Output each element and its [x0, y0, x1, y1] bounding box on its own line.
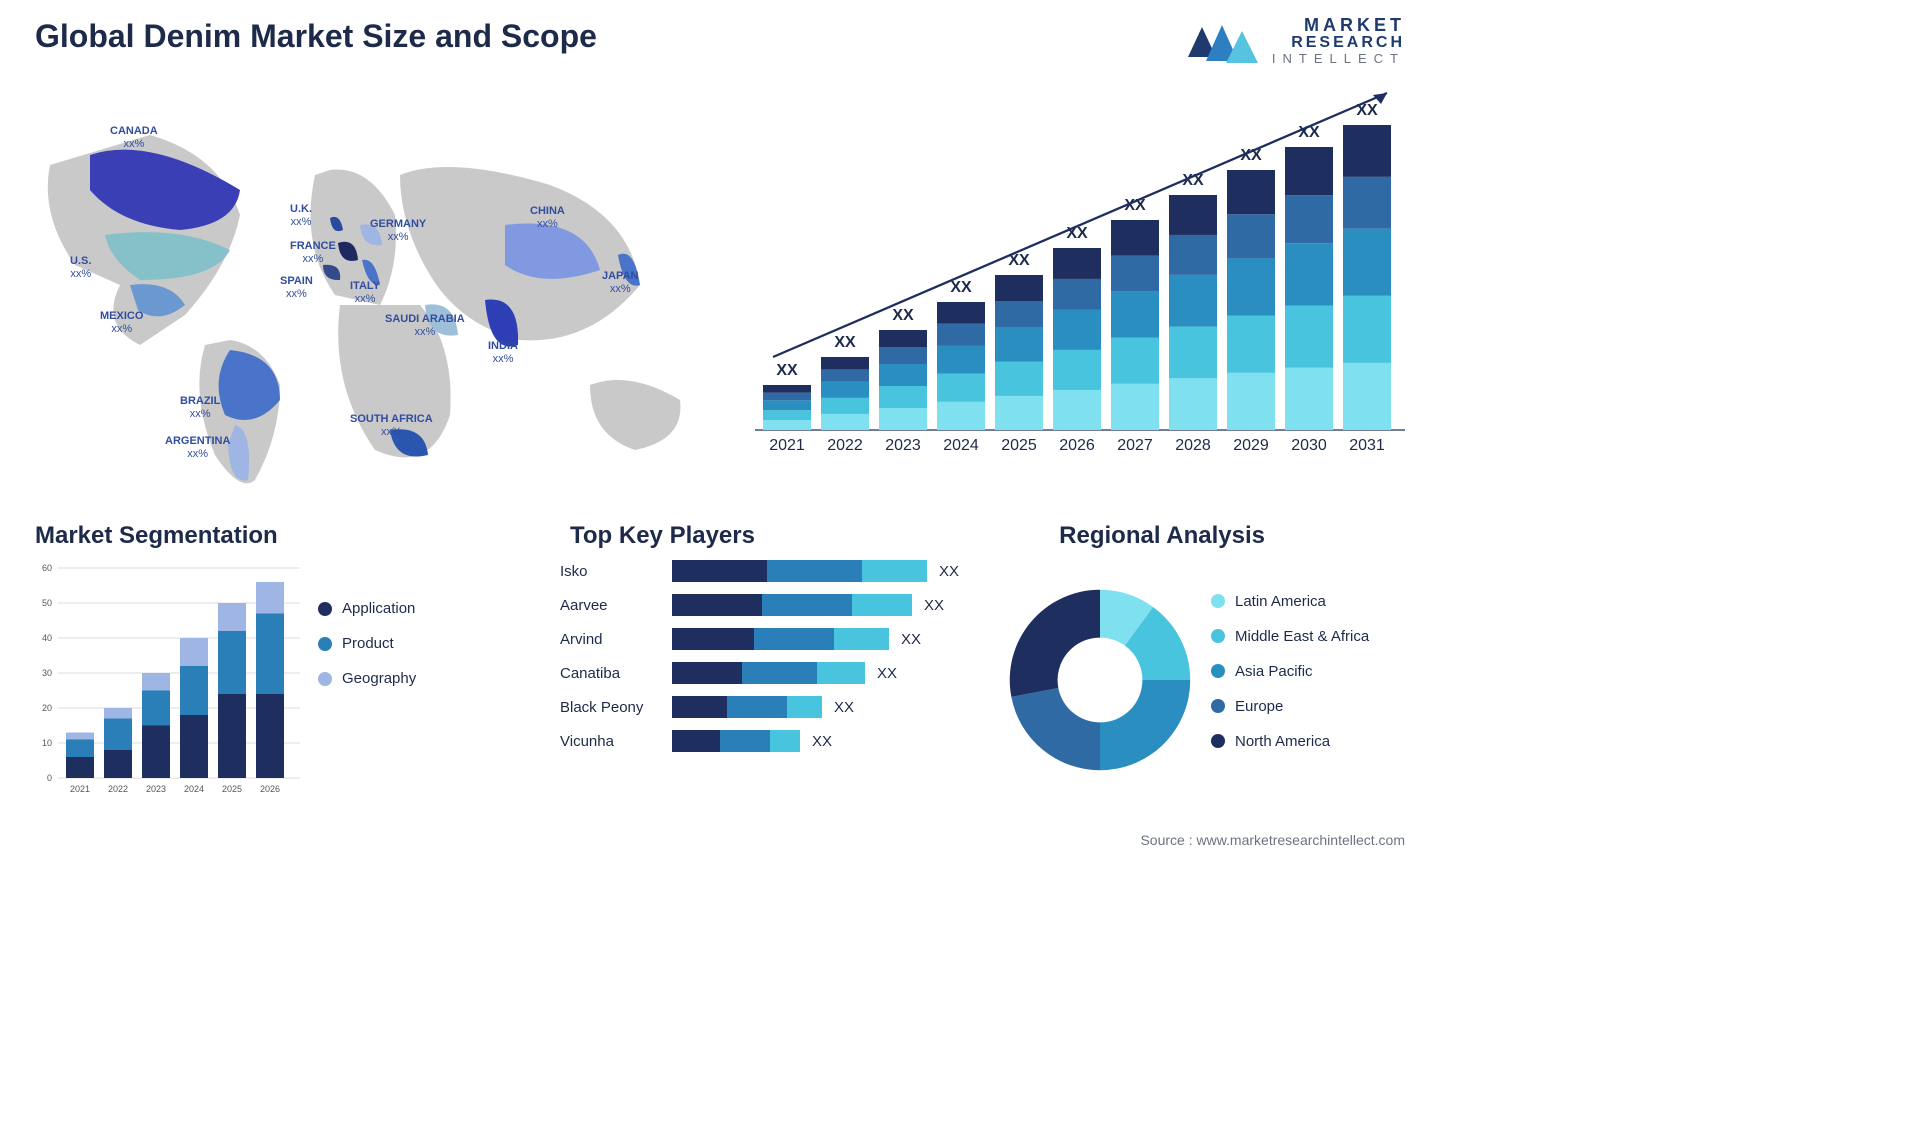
player-row: VicunhaXX — [560, 730, 980, 752]
svg-text:2029: 2029 — [1233, 437, 1269, 454]
svg-text:2031: 2031 — [1349, 437, 1385, 454]
map-label-mexico: MEXICOxx% — [100, 310, 143, 335]
forecast-chart: 2021XX2022XX2023XX2024XX2025XX2026XX2027… — [755, 95, 1405, 465]
player-row: Black PeonyXX — [560, 696, 980, 718]
svg-text:XX: XX — [950, 279, 972, 296]
source-text: Source : www.marketresearchintellect.com — [1140, 832, 1405, 848]
map-label-southafrica: SOUTH AFRICAxx% — [350, 413, 433, 438]
segmentation-chart: 0 10 20 30 40 50 60 2021 2022 2023 2024 2025 2026 Ap… — [30, 560, 470, 820]
svg-text:2023: 2023 — [885, 437, 921, 454]
svg-text:2027: 2027 — [1117, 437, 1153, 454]
map-label-italy: ITALYxx% — [350, 280, 380, 305]
svg-text:20: 20 — [42, 703, 52, 713]
map-label-japan: JAPANxx% — [602, 270, 638, 295]
svg-text:0: 0 — [47, 773, 52, 783]
player-row: IskoXX — [560, 560, 980, 582]
map-label-uk: U.K.xx% — [290, 203, 312, 228]
segmentation-legend: Application Product Geography — [300, 560, 470, 820]
svg-text:2026: 2026 — [260, 784, 280, 794]
players-chart: IskoXX AarveeXX ArvindXX CanatibaXX Black Pe… — [560, 560, 980, 820]
map-label-argentina: ARGENTINAxx% — [165, 435, 230, 460]
regional-legend-item: Europe — [1211, 698, 1405, 715]
svg-text:2021: 2021 — [70, 784, 90, 794]
svg-text:2025: 2025 — [1001, 437, 1037, 454]
svg-text:40: 40 — [42, 633, 52, 643]
player-row: CanatibaXX — [560, 662, 980, 684]
svg-text:2022: 2022 — [108, 784, 128, 794]
svg-text:2030: 2030 — [1291, 437, 1327, 454]
regional-legend-item: Asia Pacific — [1211, 663, 1405, 680]
map-label-brazil: BRAZILxx% — [180, 395, 220, 420]
svg-text:30: 30 — [42, 668, 52, 678]
segmentation-title: Market Segmentation — [35, 522, 278, 550]
svg-text:50: 50 — [42, 598, 52, 608]
players-title: Top Key Players — [570, 522, 755, 550]
map-label-france: FRANCExx% — [290, 240, 336, 265]
map-label-spain: SPAINxx% — [280, 275, 313, 300]
svg-text:2021: 2021 — [769, 437, 805, 454]
regional-legend-item: North America — [1211, 733, 1405, 750]
segmentation-legend-item: Application — [318, 600, 470, 617]
regional-legend-item: Middle East & Africa — [1211, 628, 1405, 645]
map-label-india: INDIAxx% — [488, 340, 518, 365]
logo-line1: MARKET — [1272, 16, 1405, 35]
regional-legend: Latin America Middle East & Africa Asia Pa… — [1195, 593, 1405, 768]
logo-icon — [1188, 17, 1260, 65]
map-label-us: U.S.xx% — [70, 255, 91, 280]
world-map: CANADAxx% U.S.xx% MEXICOxx% BRAZILxx% ARGENT… — [30, 95, 710, 495]
player-row: AarveeXX — [560, 594, 980, 616]
segmentation-legend-item: Product — [318, 635, 470, 652]
map-label-germany: GERMANYxx% — [370, 218, 426, 243]
segmentation-legend-item: Geography — [318, 670, 470, 687]
map-label-canada: CANADAxx% — [110, 125, 158, 150]
map-label-china: CHINAxx% — [530, 205, 565, 230]
svg-text:2022: 2022 — [827, 437, 863, 454]
svg-text:2023: 2023 — [146, 784, 166, 794]
svg-text:XX: XX — [892, 307, 914, 324]
svg-text:2028: 2028 — [1175, 437, 1211, 454]
logo-line3: INTELLECT — [1272, 52, 1405, 66]
svg-text:2025: 2025 — [222, 784, 242, 794]
svg-text:60: 60 — [42, 563, 52, 573]
svg-text:XX: XX — [776, 362, 798, 379]
logo-line2: RESEARCH — [1272, 35, 1405, 52]
svg-text:XX: XX — [1066, 225, 1088, 242]
svg-text:2024: 2024 — [943, 437, 979, 454]
svg-text:10: 10 — [42, 738, 52, 748]
svg-text:2024: 2024 — [184, 784, 204, 794]
regional-legend-item: Latin America — [1211, 593, 1405, 610]
regional-chart: Latin America Middle East & Africa Asia Pa… — [1005, 555, 1405, 805]
brand-logo: MARKET RESEARCH INTELLECT — [1188, 16, 1405, 65]
player-row: ArvindXX — [560, 628, 980, 650]
regional-title: Regional Analysis — [1059, 522, 1265, 550]
svg-text:XX: XX — [834, 334, 856, 351]
page-title: Global Denim Market Size and Scope — [35, 18, 597, 55]
map-label-saudi: SAUDI ARABIAxx% — [385, 313, 465, 338]
svg-text:2026: 2026 — [1059, 437, 1095, 454]
